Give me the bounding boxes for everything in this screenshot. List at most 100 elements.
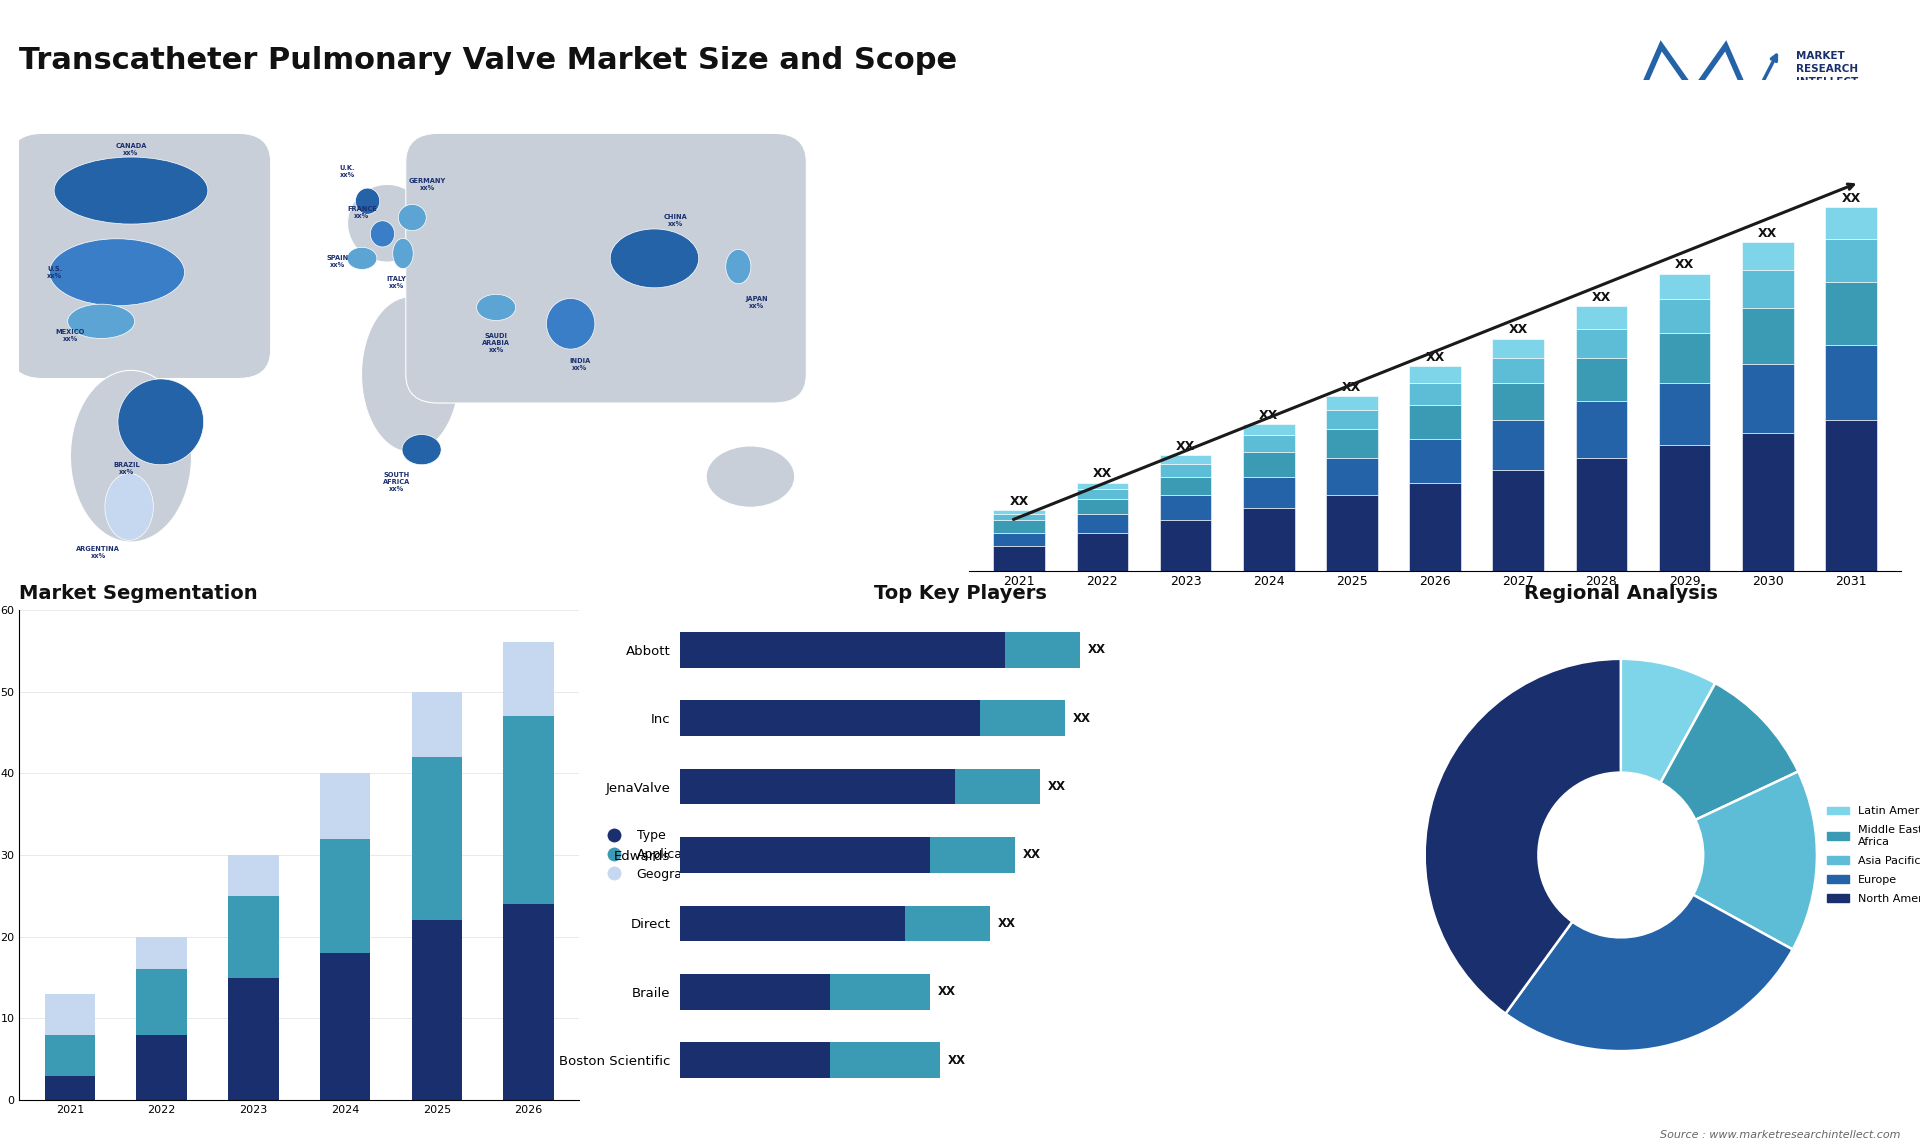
Bar: [1659, 383, 1711, 446]
Bar: [1741, 364, 1793, 433]
Bar: [680, 905, 904, 941]
Bar: [44, 1035, 96, 1076]
Bar: [993, 533, 1044, 545]
Bar: [1242, 435, 1294, 452]
Bar: [1409, 406, 1461, 439]
Bar: [1327, 495, 1379, 571]
Text: ARGENTINA
xx%: ARGENTINA xx%: [77, 547, 121, 559]
Bar: [1576, 358, 1626, 401]
Bar: [44, 994, 96, 1035]
Bar: [228, 896, 278, 978]
Text: SAUDI
ARABIA
xx%: SAUDI ARABIA xx%: [482, 333, 511, 353]
Ellipse shape: [106, 473, 154, 540]
Ellipse shape: [117, 379, 204, 465]
Text: ITALY
xx%: ITALY xx%: [386, 276, 407, 290]
Bar: [829, 1043, 941, 1078]
Bar: [1409, 482, 1461, 571]
Bar: [411, 756, 463, 920]
Bar: [503, 716, 553, 904]
Bar: [1492, 339, 1544, 358]
Text: XX: XX: [1010, 495, 1029, 508]
Bar: [411, 920, 463, 1100]
Ellipse shape: [707, 446, 795, 508]
Text: XX: XX: [1342, 380, 1361, 394]
Text: XX: XX: [1759, 227, 1778, 240]
Bar: [1327, 410, 1379, 429]
Bar: [1409, 367, 1461, 383]
Ellipse shape: [348, 185, 426, 262]
Bar: [680, 974, 829, 1010]
Bar: [503, 904, 553, 1100]
Bar: [1077, 533, 1129, 571]
Ellipse shape: [547, 298, 595, 350]
Bar: [1659, 446, 1711, 571]
Bar: [44, 1076, 96, 1100]
Bar: [1242, 424, 1294, 435]
Bar: [1826, 238, 1876, 283]
Bar: [993, 520, 1044, 533]
Text: XX: XX: [1175, 440, 1194, 453]
Bar: [680, 700, 979, 736]
Wedge shape: [1661, 683, 1799, 819]
Text: XX: XX: [1592, 291, 1611, 304]
Bar: [1242, 452, 1294, 477]
Text: MARKET
RESEARCH
INTELLECT: MARKET RESEARCH INTELLECT: [1795, 50, 1859, 87]
Bar: [1327, 458, 1379, 495]
Bar: [829, 974, 929, 1010]
Bar: [1077, 489, 1129, 500]
Text: XX: XX: [937, 986, 956, 998]
Wedge shape: [1693, 771, 1816, 950]
Ellipse shape: [476, 295, 516, 321]
Bar: [993, 515, 1044, 520]
Bar: [1826, 421, 1876, 571]
Text: XX: XX: [1260, 408, 1279, 422]
Text: Market Segmentation: Market Segmentation: [19, 583, 257, 603]
Bar: [929, 838, 1016, 873]
Text: XX: XX: [1048, 780, 1066, 793]
Text: SOUTH
AFRICA
xx%: SOUTH AFRICA xx%: [382, 472, 411, 493]
Ellipse shape: [54, 157, 207, 225]
Text: XX: XX: [947, 1053, 966, 1067]
Bar: [993, 545, 1044, 571]
Text: CANADA
xx%: CANADA xx%: [115, 143, 146, 156]
Legend: Latin America, Middle East &
Africa, Asia Pacific, Europe, North America: Latin America, Middle East & Africa, Asi…: [1822, 802, 1920, 908]
Text: JAPAN
xx%: JAPAN xx%: [745, 296, 768, 309]
Bar: [1077, 515, 1129, 533]
Text: SPAIN
xx%: SPAIN xx%: [326, 256, 349, 268]
Bar: [1741, 433, 1793, 571]
Bar: [1077, 482, 1129, 489]
Title: Top Key Players: Top Key Players: [874, 583, 1046, 603]
Text: XX: XX: [1425, 351, 1444, 364]
Bar: [1327, 429, 1379, 458]
Ellipse shape: [348, 248, 376, 269]
Wedge shape: [1505, 895, 1793, 1051]
Title: Regional Analysis: Regional Analysis: [1524, 583, 1718, 603]
Text: INDIA
xx%: INDIA xx%: [570, 359, 591, 371]
Bar: [1659, 274, 1711, 299]
Ellipse shape: [401, 434, 442, 465]
Bar: [1576, 329, 1626, 358]
Bar: [1576, 306, 1626, 329]
Ellipse shape: [611, 229, 699, 288]
Text: XX: XX: [1674, 258, 1693, 272]
Bar: [1826, 283, 1876, 345]
Bar: [1242, 477, 1294, 508]
Bar: [1242, 508, 1294, 571]
Bar: [904, 905, 991, 941]
Bar: [228, 855, 278, 896]
Bar: [1160, 477, 1212, 495]
Text: XX: XX: [998, 917, 1016, 929]
FancyBboxPatch shape: [405, 133, 806, 403]
Bar: [1659, 332, 1711, 383]
Wedge shape: [1425, 659, 1620, 1014]
Ellipse shape: [394, 238, 413, 268]
Bar: [1826, 207, 1876, 238]
Ellipse shape: [71, 370, 192, 542]
Legend: Type, Application, Geography: Type, Application, Geography: [597, 824, 712, 886]
Bar: [1492, 421, 1544, 470]
Bar: [680, 769, 954, 804]
Text: U.S.
xx%: U.S. xx%: [46, 266, 61, 278]
Bar: [1741, 307, 1793, 364]
Bar: [1160, 520, 1212, 571]
Bar: [1077, 500, 1129, 515]
